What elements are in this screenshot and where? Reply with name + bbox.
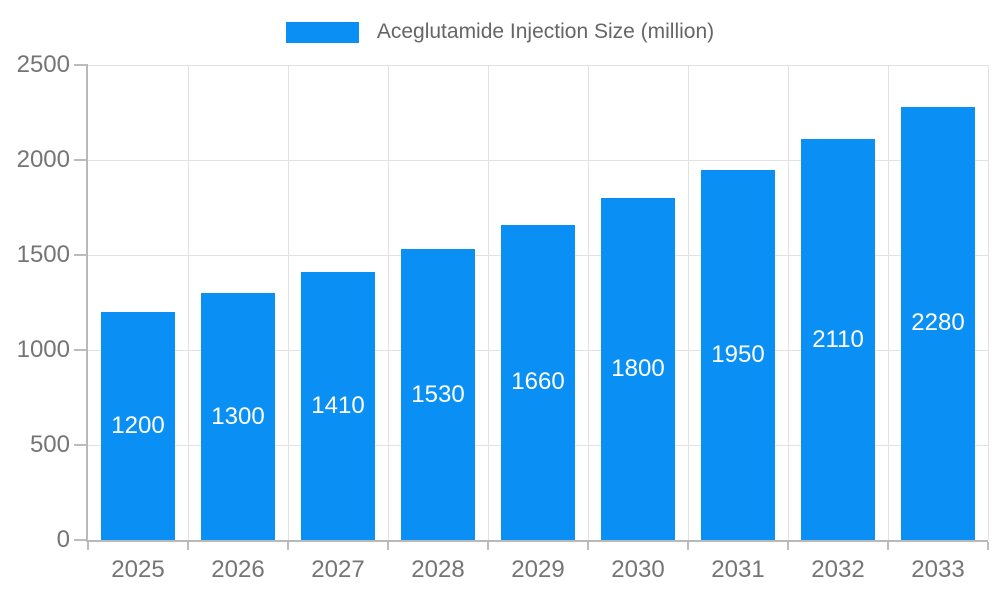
legend-label: Aceglutamide Injection Size (million)	[376, 20, 715, 43]
y-axis-label: 0	[56, 526, 70, 553]
y-axis-label: 500	[29, 431, 70, 458]
gridline-vertical	[587, 65, 589, 540]
bar-value-label: 1300	[211, 402, 265, 430]
bar[interactable]: 1660	[501, 224, 575, 540]
bar[interactable]: 1800	[601, 198, 675, 540]
gridline-vertical	[987, 65, 989, 540]
bar-value-label: 1530	[411, 380, 465, 408]
x-axis-tick	[87, 542, 89, 550]
gridline-horizontal	[88, 159, 988, 161]
y-axis-line	[86, 64, 88, 542]
y-axis-label: 1000	[16, 336, 70, 363]
x-axis-label: 2033	[911, 556, 965, 583]
x-axis-label: 2031	[711, 556, 765, 583]
bar-value-label: 1950	[711, 340, 765, 368]
gridline-vertical	[287, 65, 289, 540]
bar-value-label: 1200	[111, 412, 165, 439]
bar-value-label: 1660	[511, 368, 565, 396]
x-axis-tick	[187, 542, 189, 550]
y-axis-tick	[74, 349, 86, 351]
y-axis-tick	[74, 444, 86, 446]
y-axis-label: 2000	[16, 146, 70, 173]
legend-swatch-icon	[285, 21, 359, 43]
x-axis-label: 2032	[811, 556, 865, 583]
plot-area: 0 500 1000 1500 2000 2500 2025 2026 2027 2028 2029…	[17, 52, 989, 583]
x-axis-tick	[787, 542, 789, 550]
y-axis-tick	[74, 64, 86, 66]
gridline-vertical	[887, 65, 889, 540]
gridline-vertical	[187, 65, 189, 540]
x-axis-label: 2030	[611, 556, 665, 583]
legend-item[interactable]: Aceglutamide Injection Size (million)	[285, 20, 715, 44]
y-axis-tick	[74, 159, 86, 161]
gridline-horizontal	[88, 64, 988, 66]
y-axis-tick	[74, 539, 86, 541]
bar[interactable]: 1950	[701, 169, 775, 540]
gridline-vertical	[787, 65, 789, 540]
y-axis-label: 2500	[16, 51, 70, 78]
x-axis-label: 2028	[411, 556, 465, 583]
bar[interactable]: 1200	[101, 312, 175, 540]
bar[interactable]: 1300	[201, 293, 275, 540]
x-axis-label: 2026	[211, 556, 265, 583]
gridline-vertical	[487, 65, 489, 540]
x-axis-label: 2029	[511, 556, 565, 583]
bar-value-label: 2280	[911, 309, 965, 337]
bar[interactable]: 2280	[901, 106, 975, 540]
x-axis-tick	[387, 542, 389, 550]
y-axis-label: 1500	[16, 241, 70, 268]
y-axis-tick	[74, 254, 86, 256]
bar[interactable]: 2110	[801, 139, 875, 540]
x-axis-label: 2027	[311, 556, 365, 583]
legend: Aceglutamide Injection Size (million)	[0, 20, 1000, 44]
x-axis-label: 2025	[111, 556, 165, 583]
bar[interactable]: 1410	[301, 272, 375, 540]
bar-value-label: 2110	[812, 325, 864, 353]
gridline-vertical	[687, 65, 689, 540]
x-axis-line	[86, 540, 988, 542]
bar-value-label: 1800	[611, 355, 665, 382]
x-axis-tick	[987, 542, 989, 550]
bar[interactable]: 1530	[401, 249, 475, 540]
x-axis-tick	[887, 542, 889, 550]
x-axis-tick	[487, 542, 489, 550]
bar-value-label: 1410	[311, 392, 365, 420]
x-axis-tick	[687, 542, 689, 550]
x-axis-tick	[587, 542, 589, 550]
x-axis-tick	[287, 542, 289, 550]
gridline-vertical	[387, 65, 389, 540]
